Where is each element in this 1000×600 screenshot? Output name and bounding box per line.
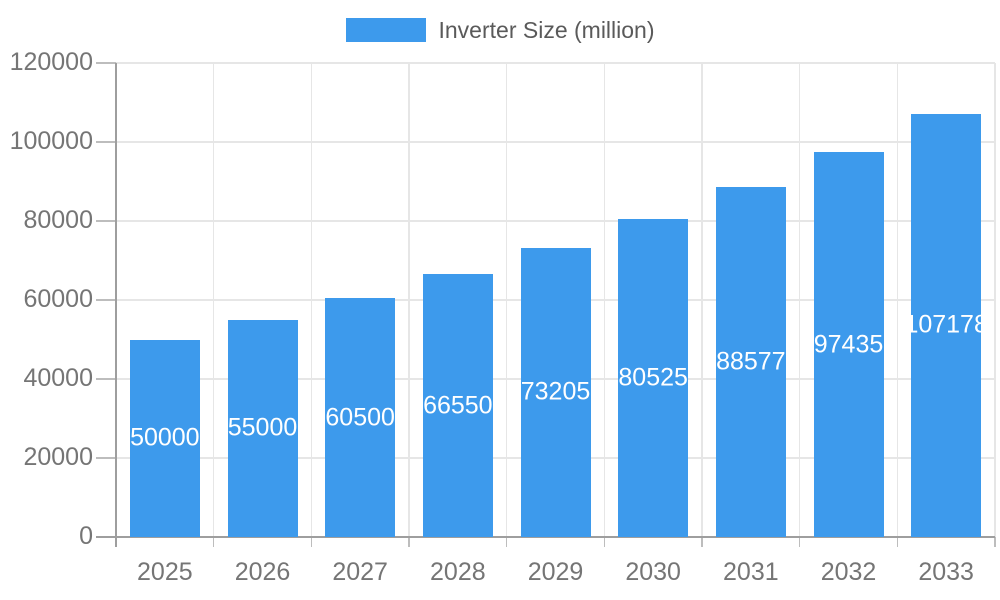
y-axis-tick-label: 40000 bbox=[23, 363, 93, 392]
x-axis-tick-label: 2030 bbox=[625, 558, 681, 586]
x-gridline bbox=[212, 63, 215, 537]
x-axis-tick bbox=[603, 537, 606, 547]
x-gridline bbox=[310, 63, 313, 537]
y-axis-tick bbox=[96, 220, 116, 222]
bar-value-label: 73205 bbox=[520, 377, 591, 406]
y-axis-tick bbox=[96, 378, 116, 380]
y-axis-tick-label: 120000 bbox=[9, 47, 93, 76]
bar-2032[interactable] bbox=[813, 152, 884, 537]
x-axis-tick bbox=[798, 537, 801, 547]
bar-2029[interactable] bbox=[520, 247, 591, 537]
y-axis-tick bbox=[96, 299, 116, 301]
x-gridline bbox=[408, 63, 410, 537]
x-axis-tick-label: 2028 bbox=[430, 558, 486, 586]
x-gridline bbox=[701, 63, 703, 537]
y-gridline bbox=[116, 62, 995, 64]
x-axis-tick-label: 2032 bbox=[820, 558, 877, 586]
x-axis-tick-label: 2027 bbox=[332, 558, 388, 586]
y-gridline bbox=[116, 220, 995, 222]
x-axis-baseline bbox=[96, 536, 995, 538]
legend-label: Inverter Size (million) bbox=[438, 17, 655, 43]
bar-2030[interactable] bbox=[618, 218, 689, 537]
y-axis-tick-label: 0 bbox=[79, 521, 93, 550]
x-axis-tick bbox=[994, 537, 996, 547]
x-axis-tick-label: 2025 bbox=[137, 558, 193, 586]
x-axis-tick bbox=[408, 537, 410, 547]
y-axis-tick bbox=[96, 62, 116, 64]
bar-2028[interactable] bbox=[422, 274, 493, 537]
y-gridline bbox=[116, 141, 995, 143]
y-axis-line bbox=[115, 63, 117, 547]
bar-value-label: 66550 bbox=[423, 391, 493, 420]
bar-value-label: 107178 bbox=[904, 310, 988, 339]
x-axis-tick-label: 2029 bbox=[527, 558, 584, 586]
x-axis-tick-label: 2031 bbox=[723, 558, 779, 586]
y-axis-tick bbox=[96, 141, 116, 143]
x-axis-tick-label: 2026 bbox=[234, 558, 291, 586]
legend[interactable]: Inverter Size (million) bbox=[0, 18, 1000, 42]
bar-value-label: 80525 bbox=[618, 363, 688, 392]
x-axis-tick bbox=[310, 537, 313, 547]
x-axis-tick bbox=[896, 537, 899, 547]
x-axis-tick bbox=[505, 537, 508, 547]
bar-value-label: 88577 bbox=[716, 347, 786, 376]
x-gridline bbox=[896, 63, 899, 537]
x-axis-tick-label: 2033 bbox=[918, 558, 974, 586]
x-gridline bbox=[994, 63, 996, 537]
y-axis-tick-label: 80000 bbox=[23, 205, 93, 234]
bar-2031[interactable] bbox=[715, 187, 786, 537]
x-axis-tick bbox=[212, 537, 215, 547]
bar-value-label: 97435 bbox=[813, 330, 884, 359]
y-axis-tick bbox=[96, 457, 116, 459]
bar-value-label: 50000 bbox=[130, 423, 200, 452]
bar-2027[interactable] bbox=[325, 298, 396, 537]
bar-2026[interactable] bbox=[227, 319, 298, 537]
bar-2033[interactable] bbox=[911, 113, 982, 537]
y-axis-tick-label: 60000 bbox=[23, 284, 93, 313]
bar-value-label: 55000 bbox=[227, 413, 298, 442]
bar-2025[interactable] bbox=[129, 339, 200, 537]
y-axis-tick-label: 20000 bbox=[23, 442, 93, 471]
x-gridline bbox=[798, 63, 801, 537]
x-axis-tick bbox=[701, 537, 703, 547]
x-gridline bbox=[505, 63, 508, 537]
legend-swatch bbox=[345, 18, 426, 42]
bar-value-label: 60500 bbox=[325, 403, 395, 431]
y-axis-tick-label: 100000 bbox=[9, 126, 93, 155]
x-gridline bbox=[603, 63, 606, 537]
